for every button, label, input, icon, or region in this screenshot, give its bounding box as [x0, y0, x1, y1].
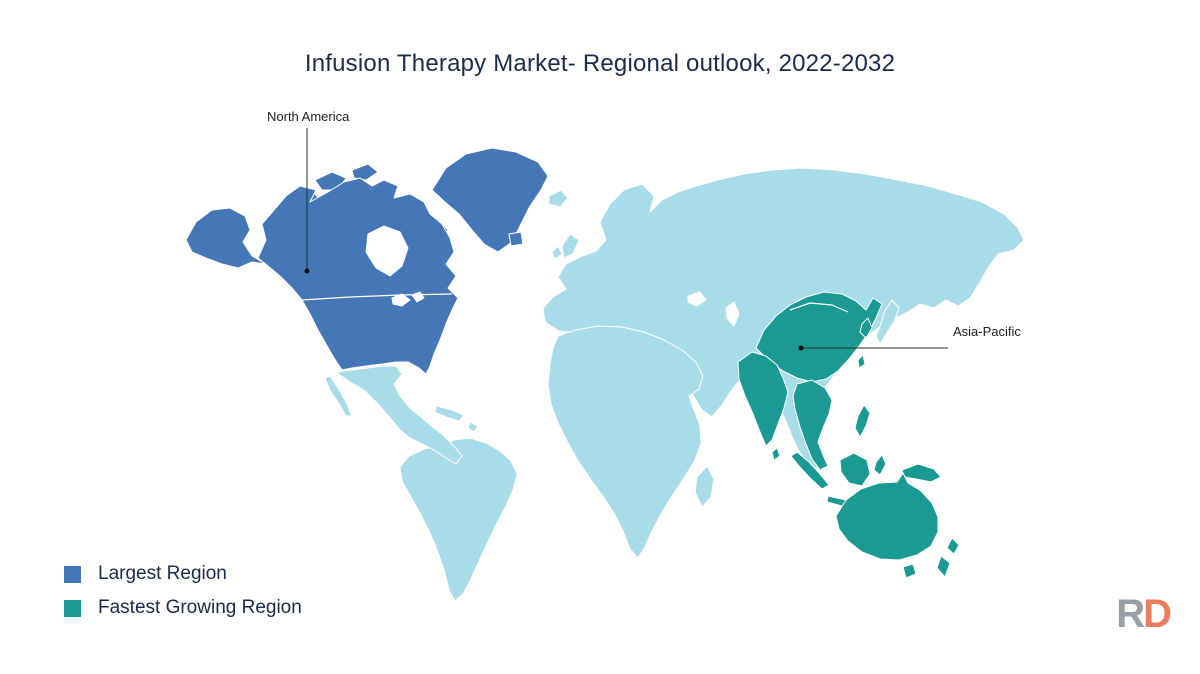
logo-letter-r: R: [1116, 592, 1145, 636]
alaska-landmass: [185, 207, 267, 269]
tasmania-island: [902, 563, 917, 579]
china-landmass: [755, 291, 883, 383]
new-guinea-island: [901, 463, 942, 483]
north-america-callout-dot: [304, 268, 310, 274]
korea-peninsula: [859, 317, 873, 339]
new-zealand-south-island: [936, 555, 951, 578]
water-overlays: [365, 225, 740, 327]
logo-letter-d: D: [1143, 592, 1172, 636]
china-mongolia-border: [789, 302, 849, 313]
australia-landmass: [835, 472, 939, 561]
fastest-growing-region-swatch: [64, 599, 81, 617]
britain-island: [561, 233, 580, 259]
sumatra-island: [790, 451, 830, 490]
madagascar-island: [694, 465, 715, 508]
legend-item-fastest-growing-region: Fastest Growing Region: [64, 597, 302, 619]
north-america-label: North America: [267, 109, 350, 124]
legend: Largest Region Fastest Growing Region: [64, 563, 302, 619]
brand-logo: RD: [1116, 592, 1172, 636]
africa-landmass: [547, 325, 704, 559]
greenland-landmass: [431, 147, 549, 253]
japan-islands: [875, 299, 900, 345]
new-zealand-north-island: [946, 537, 960, 555]
sri-lanka-island: [771, 447, 781, 461]
asia-pacific-label: Asia-Pacific: [953, 324, 1021, 339]
caribbean-islands: [467, 421, 479, 433]
caspian-sea: [725, 301, 740, 327]
largest-region-label: Largest Region: [98, 563, 227, 584]
hudson-bay: [365, 225, 409, 277]
indochina-peninsula: [792, 379, 833, 471]
callouts: [304, 128, 948, 351]
iceland-island: [548, 189, 569, 208]
ireland-island: [551, 245, 563, 260]
borneo-island: [839, 452, 871, 487]
us-canada-border: [301, 293, 453, 301]
region-group-asia-pacific: [737, 291, 960, 579]
canada-us-landmass: [257, 177, 459, 375]
region-group-north-america: [185, 147, 549, 375]
small-arctic-island-east: [508, 231, 524, 247]
cuba-island: [434, 405, 465, 422]
taiwan-island: [857, 354, 866, 369]
india-landmass: [737, 351, 789, 447]
south-america-landmass: [399, 437, 518, 602]
black-sea: [687, 291, 707, 307]
mexico-central-america: [335, 365, 463, 465]
page-title: Infusion Therapy Market- Regional outloo…: [304, 50, 896, 77]
arctic-island-2: [351, 163, 379, 181]
sulawesi-island: [873, 454, 887, 476]
largest-region-swatch: [64, 565, 81, 583]
asia-pacific-callout-dot: [798, 345, 804, 351]
legend-item-largest-region: Largest Region: [64, 563, 302, 585]
philippines-islands: [854, 404, 871, 438]
country-borders: [301, 293, 849, 313]
fastest-growing-region-label: Fastest Growing Region: [98, 597, 302, 618]
baja-peninsula: [324, 375, 353, 417]
